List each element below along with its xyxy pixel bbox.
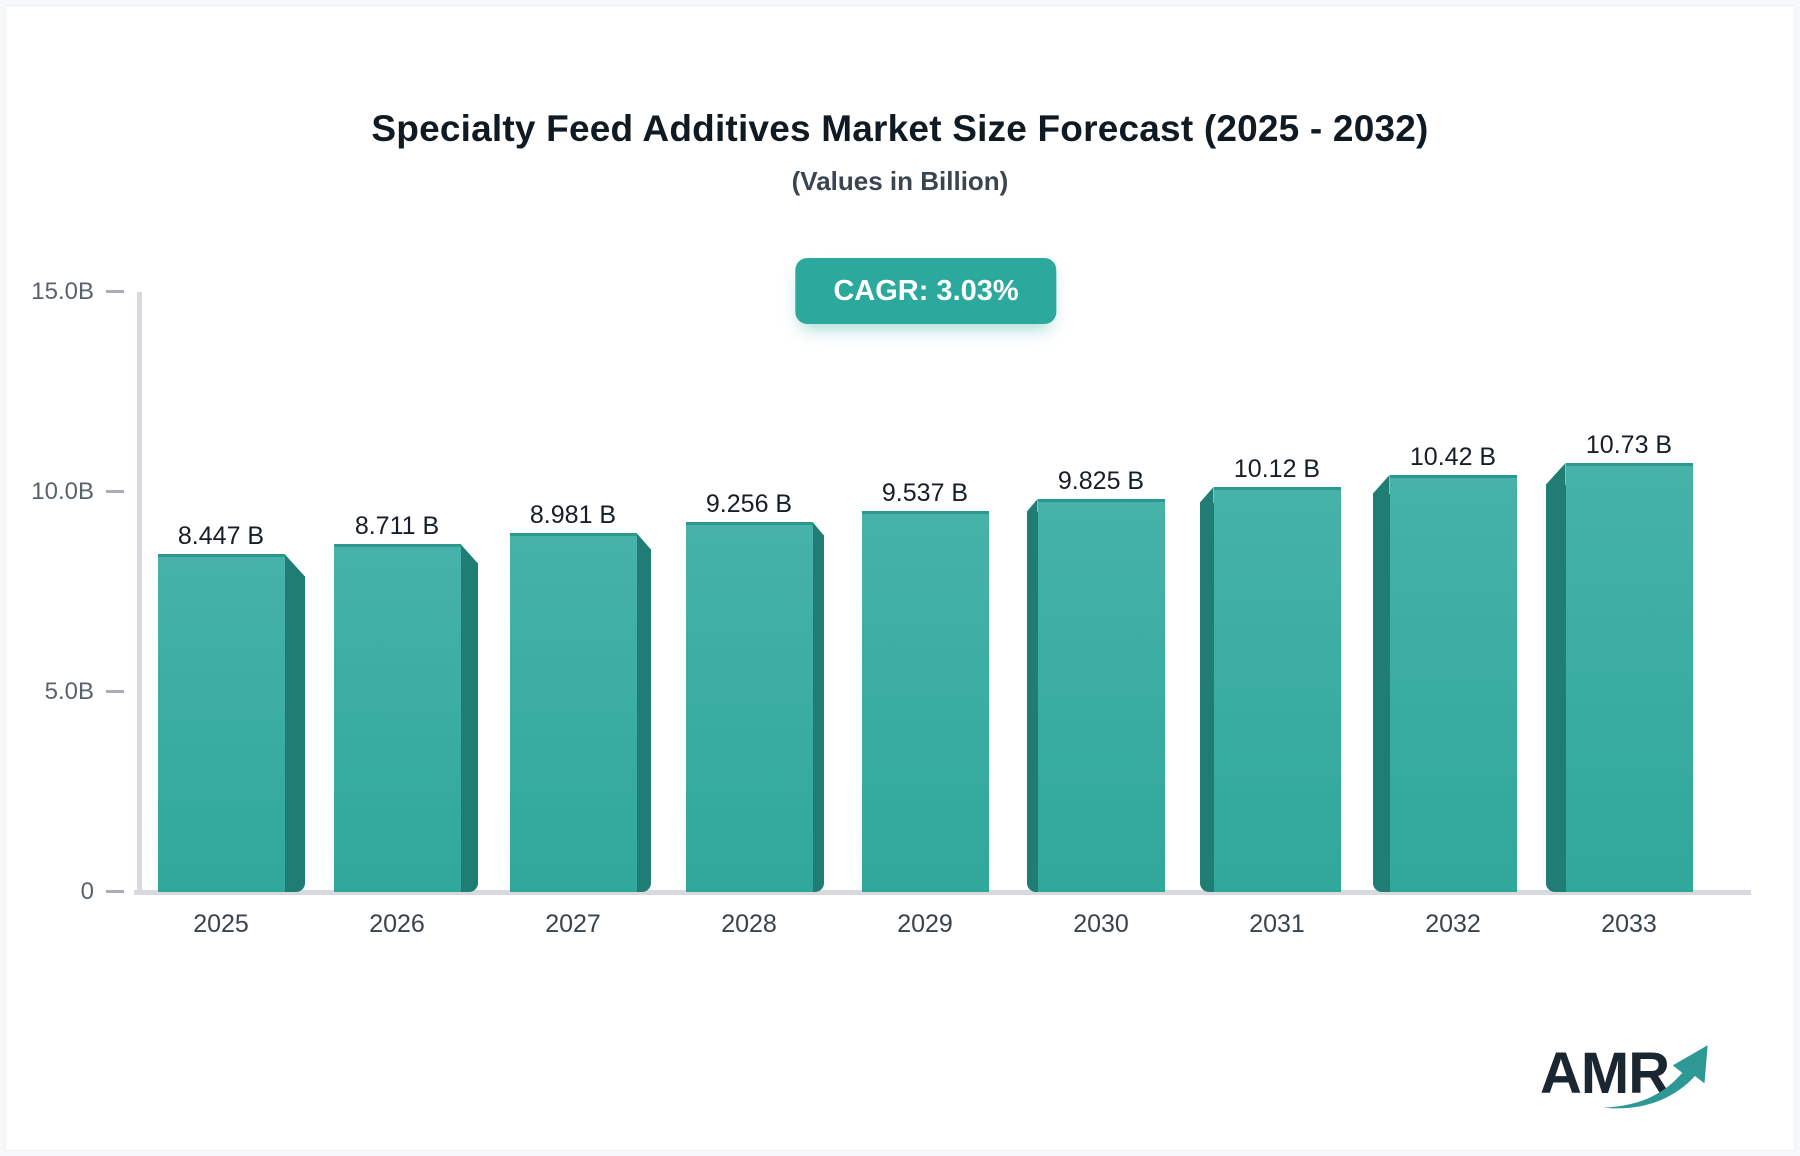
bar-value-label: 8.447 B — [177, 522, 265, 550]
bar-2026 — [333, 544, 461, 892]
bar-side-chamfer — [812, 522, 824, 535]
bar-side-face — [812, 535, 824, 892]
x-category-label: 2026 — [369, 910, 425, 938]
y-tick-mark — [106, 690, 124, 693]
x-category-label: 2025 — [193, 910, 249, 938]
bar-side-chamfer — [460, 544, 478, 563]
bar-value-label: 9.537 B — [881, 479, 969, 507]
bar-side-face — [636, 549, 651, 892]
bar-side-face — [1372, 494, 1390, 892]
bar-side-face — [1026, 512, 1038, 892]
bar-2032 — [1389, 475, 1517, 892]
bar-side-chamfer — [636, 533, 651, 549]
bar-side-face — [1545, 485, 1566, 892]
bar-2029 — [861, 511, 989, 892]
bar-value-label: 10.42 B — [1409, 443, 1497, 471]
bar-side-face — [284, 576, 305, 892]
bar-value-label: 8.711 B — [354, 512, 440, 540]
x-category-label: 2030 — [1073, 910, 1129, 938]
chart-card: Specialty Feed Additives Market Size For… — [5, 5, 1795, 1151]
bar-value-label: 10.73 B — [1585, 431, 1673, 459]
bar-2031 — [1213, 487, 1341, 892]
bar-side-face — [1199, 503, 1214, 892]
amr-logo-text: AMR — [1540, 1041, 1670, 1106]
bar-value-label: 9.256 B — [705, 490, 793, 518]
bar-side-chamfer — [1026, 499, 1038, 512]
bar-side-chamfer — [1199, 487, 1214, 503]
amr-logo: AMR — [1540, 1040, 1730, 1120]
y-axis-line — [137, 292, 142, 895]
bar-2028 — [685, 522, 813, 892]
x-category-label: 2033 — [1601, 910, 1657, 938]
bar-2033 — [1565, 463, 1693, 892]
y-tick-mark — [106, 490, 124, 493]
x-category-label: 2032 — [1425, 910, 1481, 938]
growth-arrow-icon — [1604, 1045, 1708, 1109]
y-tick-mark — [106, 890, 124, 893]
x-category-label: 2027 — [545, 910, 601, 938]
cagr-badge: CAGR: 3.03% — [795, 258, 1057, 324]
bar-2025 — [157, 554, 285, 892]
y-tick-label: 15.0B — [31, 278, 94, 305]
y-tick-label: 0 — [80, 878, 94, 905]
bar-side-face — [460, 563, 478, 892]
y-tick-mark — [106, 290, 124, 293]
x-axis-baseline — [134, 890, 1751, 895]
bar-value-label: 8.981 B — [529, 501, 617, 529]
x-category-label: 2028 — [721, 910, 777, 938]
bar-2027 — [509, 533, 637, 892]
bar-value-label: 9.825 B — [1057, 467, 1145, 495]
bar-chart-plot: 15.0B 10.0B 5.0B 0 8.447 B 2025 8.711 B 2026 8.9… — [6, 6, 1800, 1156]
bar-side-chamfer — [284, 554, 305, 576]
x-category-label: 2031 — [1249, 910, 1305, 938]
bar-value-label: 10.12 B — [1233, 455, 1321, 483]
chart-subtitle: (Values in Billion) — [791, 166, 1009, 196]
y-tick-label: 5.0B — [44, 678, 94, 705]
y-tick-label: 10.0B — [31, 478, 94, 505]
bar-2030 — [1037, 499, 1165, 892]
chart-title: Specialty Feed Additives Market Size For… — [371, 108, 1429, 149]
x-category-label: 2029 — [897, 910, 953, 938]
